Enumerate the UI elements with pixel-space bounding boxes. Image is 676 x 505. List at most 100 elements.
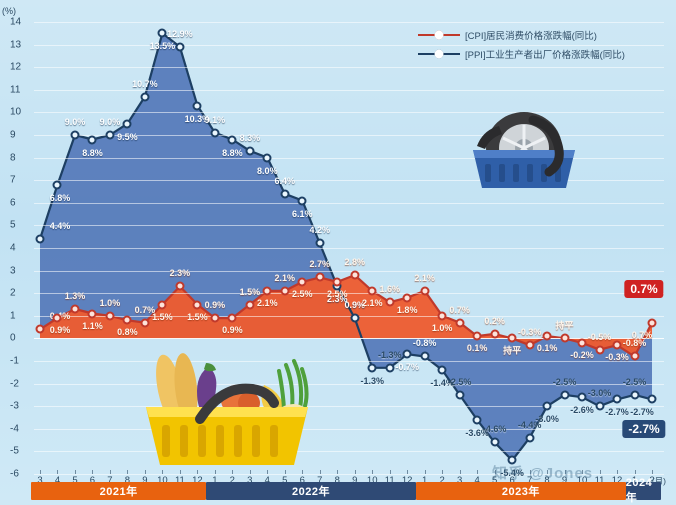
data-point[interactable] (227, 135, 237, 145)
data-point[interactable] (140, 92, 150, 102)
data-point[interactable] (612, 394, 622, 404)
data-point[interactable] (87, 309, 97, 319)
data-point[interactable] (122, 119, 132, 129)
data-point[interactable] (367, 286, 377, 296)
data-label: 4.2% (309, 225, 331, 236)
data-point[interactable] (297, 277, 307, 287)
legend-item-ppi[interactable]: [PPI]工业生产者出厂价格涨跌幅(同比) (418, 47, 625, 61)
data-point[interactable] (332, 277, 342, 287)
data-label: 9.1% (204, 114, 226, 125)
data-point[interactable] (52, 180, 62, 190)
data-point[interactable] (577, 338, 587, 348)
data-point[interactable] (350, 313, 360, 323)
data-point[interactable] (350, 270, 360, 280)
data-point[interactable] (87, 135, 97, 145)
data-point[interactable] (595, 401, 605, 411)
data-point[interactable] (280, 189, 290, 199)
data-point[interactable] (647, 394, 657, 404)
data-point[interactable] (577, 392, 587, 402)
data-point[interactable] (245, 146, 255, 156)
data-point[interactable] (612, 340, 622, 350)
data-point[interactable] (70, 304, 80, 314)
data-point[interactable] (507, 333, 517, 343)
data-point[interactable] (472, 415, 482, 425)
data-point[interactable] (35, 324, 45, 334)
data-point[interactable] (560, 333, 570, 343)
data-point[interactable] (560, 390, 570, 400)
data-point[interactable] (210, 128, 220, 138)
data-point[interactable] (192, 300, 202, 309)
data-point[interactable] (262, 153, 272, 163)
x-axis-tick (40, 470, 41, 474)
x-axis-tick-label: 10 (576, 475, 588, 486)
data-label: 0.9% (204, 300, 226, 311)
data-point[interactable] (280, 286, 290, 296)
x-axis-tick (354, 470, 356, 474)
x-axis-tick-label: 1 (631, 475, 638, 486)
gridline (34, 135, 664, 136)
legend-item-cpi[interactable]: [CPI]居民消费价格涨跌幅(同比) (418, 28, 625, 42)
data-point[interactable] (542, 401, 552, 411)
gridline (34, 180, 664, 182)
data-point[interactable] (385, 363, 395, 373)
data-point[interactable] (175, 281, 185, 291)
data-point[interactable] (157, 28, 167, 38)
data-point[interactable] (490, 437, 500, 447)
data-point[interactable] (420, 351, 430, 361)
data-point[interactable] (402, 293, 412, 303)
data-label: -0.8% (412, 338, 437, 349)
x-axis-tick (214, 470, 216, 474)
data-point[interactable] (122, 315, 132, 325)
data-label: 持平 (555, 320, 574, 331)
data-label: -1.3% (377, 349, 402, 360)
data-point[interactable] (35, 234, 45, 244)
data-point[interactable] (542, 331, 552, 341)
data-point[interactable] (52, 313, 62, 323)
data-point[interactable] (420, 286, 430, 296)
x-axis-tick (494, 470, 496, 474)
data-point[interactable] (70, 130, 80, 140)
data-point[interactable] (437, 365, 447, 375)
data-point[interactable] (245, 300, 255, 309)
gridline (34, 338, 664, 340)
data-point[interactable] (385, 297, 395, 307)
ppi-end-callout: -2.7% (622, 420, 666, 439)
x-axis-tick (634, 470, 636, 474)
gridline (34, 383, 664, 385)
data-point[interactable] (210, 313, 220, 323)
data-point[interactable] (297, 196, 307, 206)
data-point[interactable] (105, 130, 115, 140)
data-label: 8.8% (82, 147, 103, 158)
data-point[interactable] (315, 272, 325, 282)
data-label: 0.2% (484, 315, 505, 326)
x-axis-tick (477, 470, 479, 474)
data-point[interactable] (192, 101, 202, 111)
data-point[interactable] (455, 390, 465, 400)
data-point[interactable] (630, 351, 639, 361)
data-point[interactable] (507, 455, 517, 465)
data-point[interactable] (402, 349, 412, 359)
data-point[interactable] (175, 42, 185, 52)
data-point[interactable] (437, 311, 447, 321)
data-point[interactable] (525, 433, 535, 443)
data-point[interactable] (630, 390, 639, 400)
data-point[interactable] (455, 318, 465, 328)
data-point[interactable] (490, 329, 500, 339)
gridline (34, 202, 664, 204)
x-axis-tick (249, 470, 251, 474)
data-point[interactable] (315, 238, 325, 248)
data-point[interactable] (157, 300, 167, 309)
data-point[interactable] (140, 318, 150, 328)
data-point[interactable] (262, 286, 272, 296)
x-axis-tick (197, 470, 199, 474)
gridline (34, 293, 664, 295)
data-point[interactable] (227, 313, 237, 323)
data-point[interactable] (367, 363, 377, 373)
data-label: 6.4% (274, 175, 296, 186)
data-point[interactable] (647, 318, 657, 328)
data-point[interactable] (525, 340, 535, 350)
data-label: 1.0% (431, 322, 453, 333)
data-point[interactable] (105, 311, 115, 321)
data-point[interactable] (472, 331, 482, 341)
data-point[interactable] (595, 345, 605, 355)
